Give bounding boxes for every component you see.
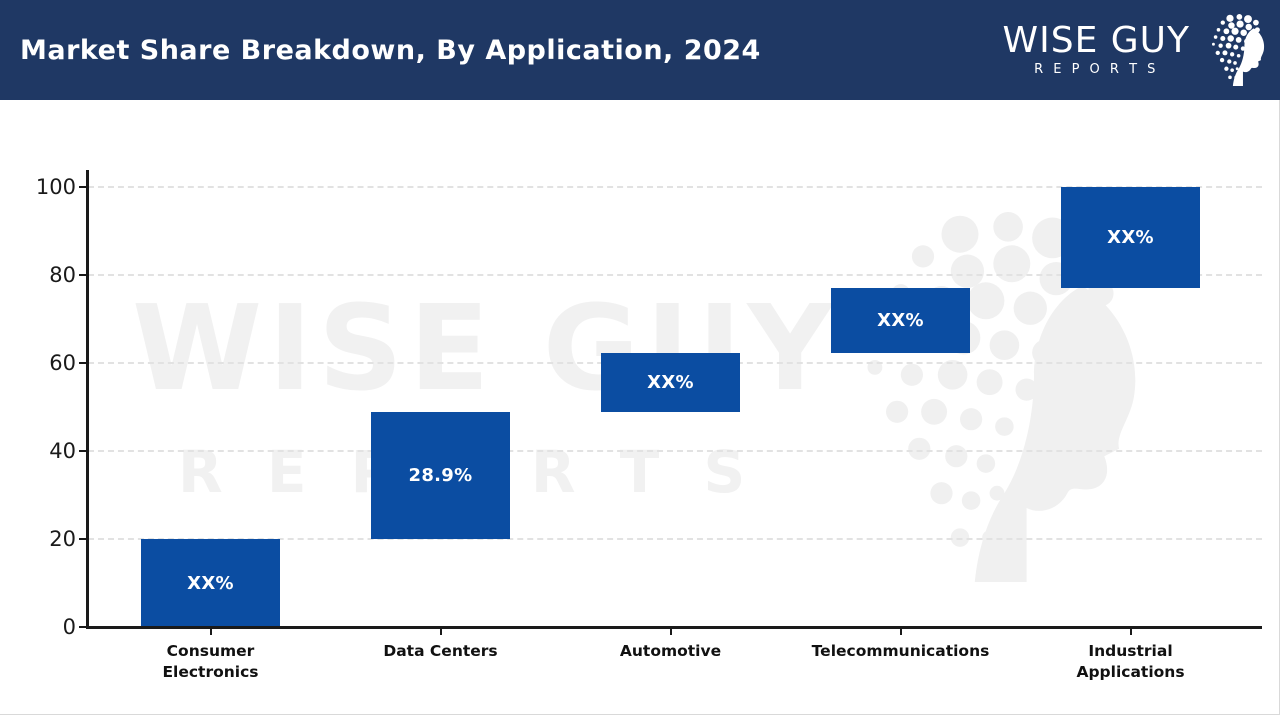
bar-value-label: 28.9% [408,464,473,486]
bar-value-label: XX% [1107,227,1154,249]
x-tick [1129,627,1132,635]
figure-bottom-border [0,714,1280,715]
category-label: Telecommunications [811,642,990,660]
category-label: Industrial Applications [1076,642,1185,681]
bar-value-label: XX% [187,572,234,594]
y-tick [79,450,88,452]
bar-segment: XX% [141,539,280,627]
page-title: Market Share Breakdown, By Application, … [20,34,761,66]
wise-guy-logo: WISE GUY R E P O R T S [1003,0,1267,100]
x-tick [669,627,672,635]
gridline [88,186,1262,188]
x-tick [209,627,212,635]
header-bar: Market Share Breakdown, By Application, … [0,0,1280,100]
bar-segment: 28.9% [371,411,510,539]
y-tick-label: 0 [62,615,76,639]
gridline [88,450,1262,452]
head-profile-icon [1212,14,1265,86]
bar-segment: XX% [1061,187,1200,289]
y-tick-label: 60 [49,351,76,375]
category-label: Data Centers [383,642,498,660]
category-label: Automotive [619,642,722,660]
y-tick-label: 40 [49,439,76,463]
y-tick-label: 80 [49,263,76,287]
bar-segment: XX% [831,288,970,353]
y-tick [79,186,88,188]
bar-value-label: XX% [877,310,924,332]
logo-subtitle: R E P O R T S [1034,62,1159,77]
x-tick [899,627,902,635]
y-tick [79,274,88,276]
x-axis-line [86,626,1262,629]
y-tick-label: 20 [49,527,76,551]
y-tick [79,626,88,628]
y-tick-label: 100 [35,175,76,199]
waterfall-chart: 0 20 40 60 80 100 XX% Consumer Electronics 28.9%… [0,100,1280,720]
y-tick [79,538,88,540]
bar-segment: XX% [601,352,740,412]
category-label: Consumer Electronics [162,642,259,681]
x-tick [439,627,442,635]
logo-name: WISE GUY [1002,20,1190,61]
y-axis-line [86,170,89,628]
y-tick [79,362,88,364]
bar-value-label: XX% [647,371,694,393]
gridline [88,274,1262,276]
gridline [88,538,1262,540]
